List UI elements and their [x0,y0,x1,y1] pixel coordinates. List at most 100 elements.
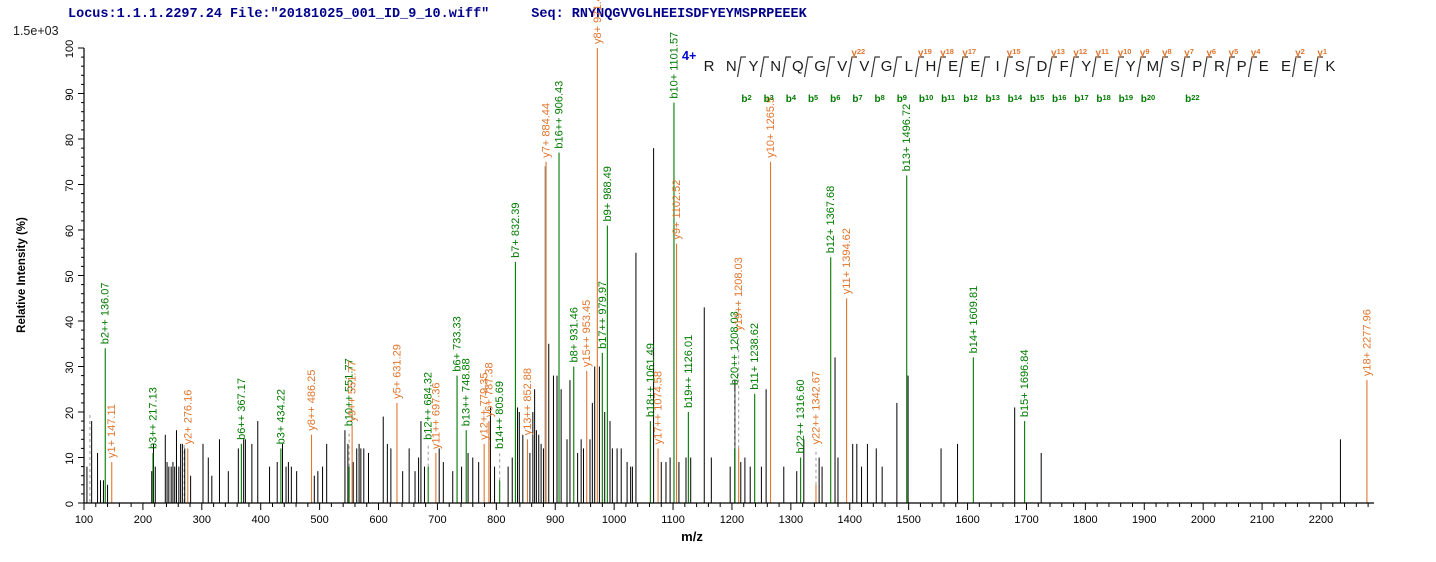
y-tick-label: 60 [64,225,76,237]
fragment-slash-icon [1247,56,1257,78]
y-tick-label: 20 [64,407,76,419]
y-tick-label: 40 [64,316,76,328]
x-axis-title: m/z [681,529,703,544]
x-tick-label: 2200 [1309,514,1333,526]
b-ion-label: b12+ 1367.68 [825,186,837,254]
y-ion-label: y11+ 1394.62 [841,228,853,294]
y-ion-tag: y6 [1206,47,1217,59]
y-ion-label: y9++ 551.77 [347,360,359,421]
fragment-slash-icon [1181,56,1191,78]
y-ion-tag: y19 [917,47,932,59]
b-ion-label: b3+ 434.22 [275,389,287,444]
x-tick-label: 1800 [1073,514,1097,526]
y-tick-label: 10 [64,452,76,464]
x-tick-label: 800 [487,514,505,526]
y-ion-tag: y8 [1161,47,1172,59]
intensity-scale-note: 1.5e+03 [13,24,59,38]
y-axis-title: Relative Intensity (%) [16,217,28,333]
fragment-slash-icon [1025,56,1035,78]
b-ion-label: b17++ 979.97 [597,281,609,349]
b-ion-label: b19++ 1126.01 [683,335,695,408]
x-tick-label: 1500 [896,514,920,526]
header-bar: Locus:1.1.1.2297.24 File:"20181025_001_I… [68,7,807,22]
fragment-slash-icon [1203,56,1213,78]
fragment-slash-icon [936,56,947,78]
residue: N [725,58,737,75]
b-ion-tag: b20 [1140,93,1156,105]
fragment-slash-icon [1092,56,1102,78]
b-ion-tag: b9 [896,93,907,105]
x-tick-label: 1300 [779,514,803,526]
b-ion-label: b15+ 1696.84 [1019,349,1031,417]
b-ion-label: b22++ 1316.60 [795,379,807,453]
y-ion-tag: y17 [962,47,977,59]
y-tick-label: 30 [64,361,76,373]
y-tick-label: 80 [64,134,76,146]
fragment-slash-icon [981,56,991,78]
y-ion-label: y22++ 1342.67 [810,371,822,444]
b-ion-tag: b14 [1007,93,1023,105]
y-ion-tag: y9 [1139,47,1150,59]
y-ion-tag: y18 [940,47,954,59]
y-ion-tag: y22 [851,47,866,59]
y-ion-tag: y1 [1317,47,1327,59]
residue: R [703,58,715,75]
x-tick-label: 2100 [1250,514,1274,526]
y-ion-label: y9+ 1102.52 [671,180,683,240]
fragment-slash-icon [737,56,747,78]
b-ion-tag: b6 [830,93,841,105]
y-ion-label: y19++ 1208.03 [733,257,745,330]
y-tick-label: 90 [64,88,76,100]
x-tick-label: 200 [134,514,152,526]
fragment-slash-icon [1136,56,1146,78]
y-ion-label: y11++ 697.36 [430,382,442,448]
fragment-slash-icon [1158,56,1168,78]
b-ion-tag: b15 [1029,93,1045,105]
b-ion-label: b9+ 988.49 [602,166,614,221]
b-ion-label: b13+ 1496.72 [901,104,913,172]
b-ion-label: b11+ 1238.62 [749,323,761,390]
fragment-slash-icon [1003,56,1013,78]
b-ion-tag: b19 [1118,93,1134,105]
fragment-slash-icon [892,56,902,78]
locus-file-label: Locus:1.1.1.2297.24 File:"20181025_001_I… [68,7,490,22]
fragment-slash-icon [1070,56,1080,78]
b-ion-label: b2++ 136.07 [100,283,112,345]
b-ion-label: b14++ 805.69 [494,381,506,449]
b-ion-tag: b11 [941,93,956,105]
x-tick-label: 1600 [955,514,979,526]
seq-value: RNYNQGVVGLHEEISDFYEYMSPRPEEEK [571,7,807,22]
y-ion-tag: y5 [1228,47,1239,59]
b-ion-label: b20++ 1208.03 [729,311,741,385]
x-tick-label: 1100 [661,514,685,526]
fragment-slash-icon [759,56,769,78]
b-ion-tag: b4 [785,93,797,105]
residue: E [1280,58,1291,75]
b-ion-label: b12++ 684.32 [423,372,435,440]
x-tick-label: 700 [428,514,446,526]
y-tick-label: 100 [64,40,76,58]
fragment-slash-icon [959,56,969,78]
y-tick-label: 50 [64,270,76,282]
fragment-slash-icon [781,56,791,78]
x-tick-label: 600 [369,514,387,526]
y-ion-tag: y15 [1006,47,1021,59]
b-ion-label: b7+ 832.39 [510,202,522,257]
b-ion-tag: b10 [918,93,934,105]
y-tick-label: 70 [64,179,76,191]
y-ion-label: y6+ 787.38 [483,362,495,417]
b-ion-tag: b12 [963,93,978,105]
x-tick-label: 300 [193,514,211,526]
y-ion-label: y12++ 779.35 [479,373,491,440]
y-ion-tag: y10 [1117,47,1132,59]
